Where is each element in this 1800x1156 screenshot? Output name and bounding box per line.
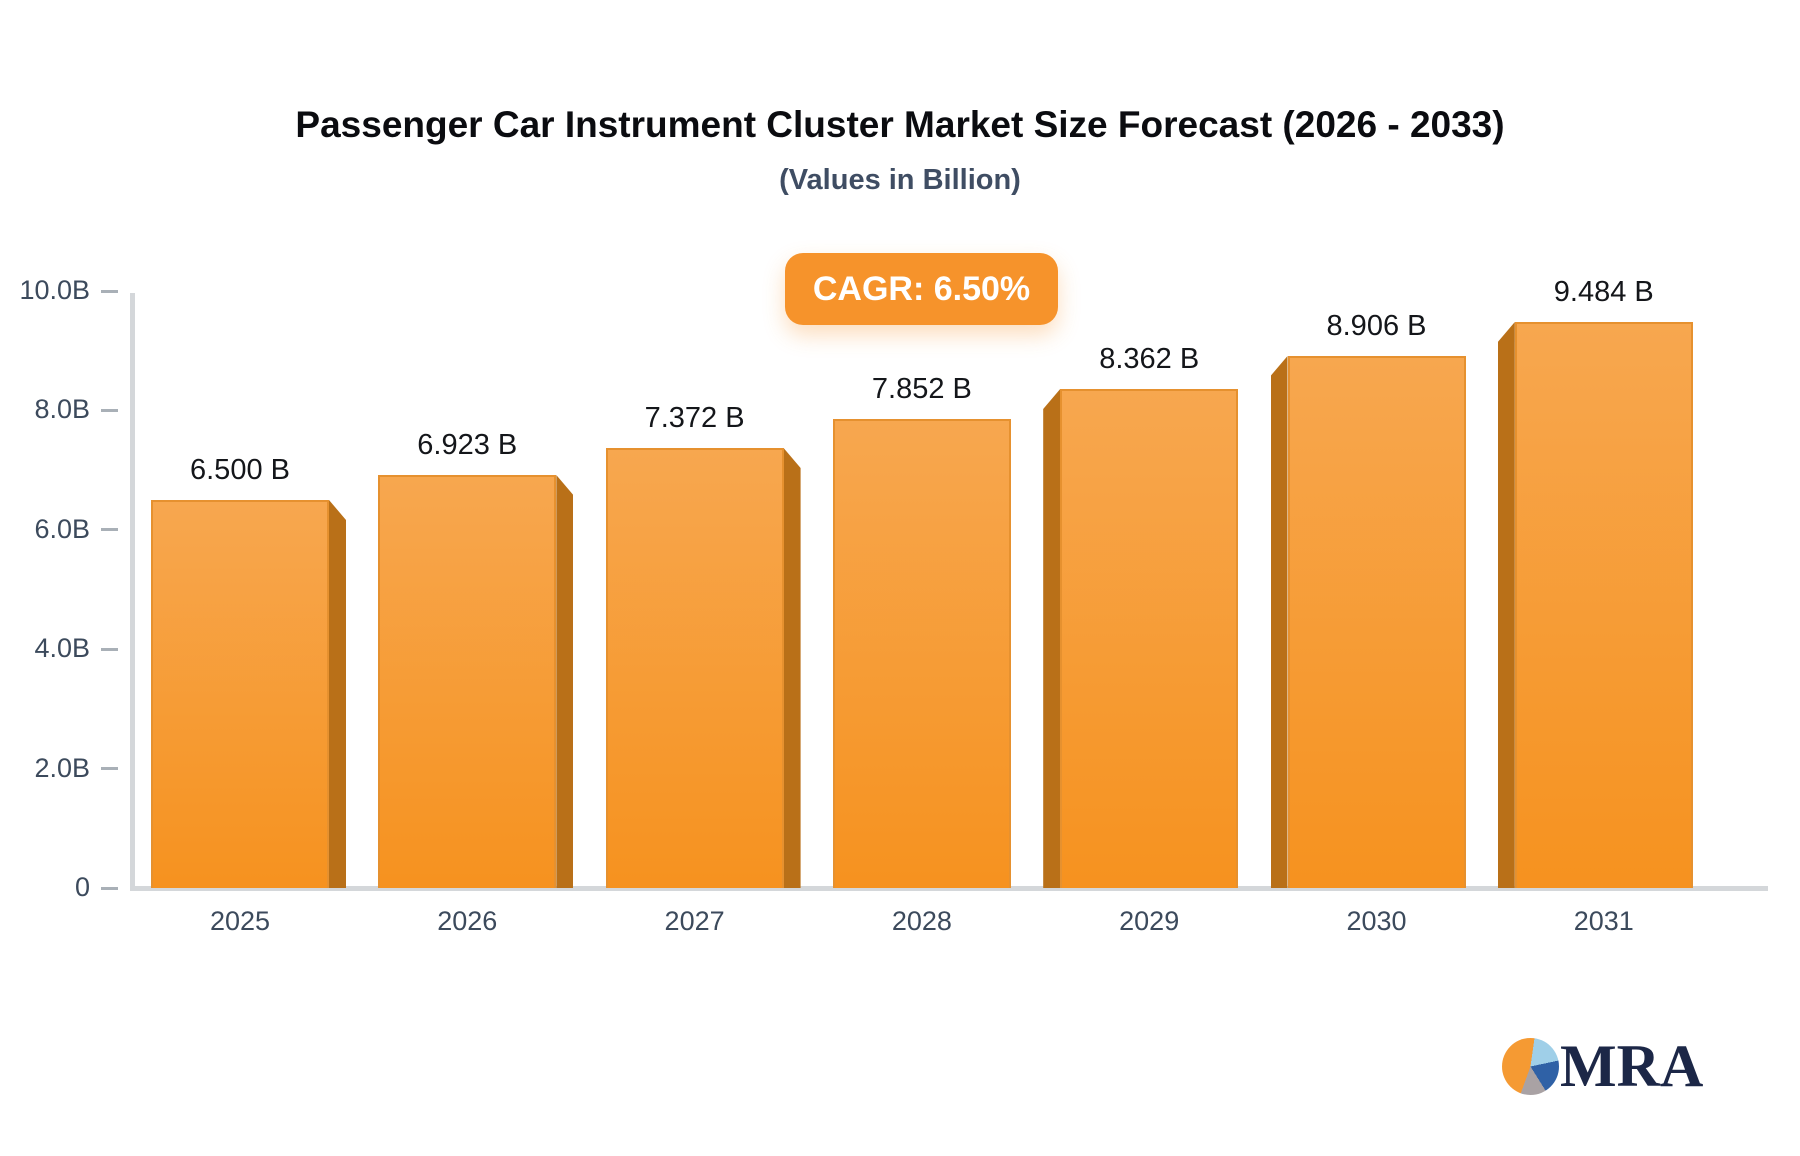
bar-side-face (329, 500, 346, 888)
bar-side-face (1043, 389, 1061, 888)
bar[interactable] (378, 475, 557, 888)
bar-value-label: 6.500 B (190, 454, 290, 486)
bar-value-label: 7.372 B (644, 402, 745, 434)
y-axis-tick-label: 8.0B (34, 394, 90, 425)
y-axis-tick (101, 528, 118, 532)
bar[interactable] (832, 419, 1011, 888)
bar-side-face (556, 475, 574, 888)
y-axis-line (130, 293, 135, 891)
y-axis-tick-label: 2.0B (34, 752, 90, 783)
x-axis-category-label: 2029 (1119, 906, 1180, 936)
y-axis-tick (101, 886, 118, 890)
x-axis-category-label: 2026 (437, 906, 498, 936)
cagr-badge: CAGR: 6.50% (785, 253, 1058, 325)
y-axis-tick (101, 647, 118, 651)
y-axis-tick-label: 10.0B (19, 275, 90, 305)
y-axis-tick (101, 408, 118, 412)
bar[interactable] (151, 500, 329, 888)
x-axis-category-label: 2028 (891, 906, 952, 936)
bar-side-face (1497, 322, 1515, 888)
y-axis-tick (101, 289, 118, 293)
y-axis-tick-label: 6.0B (34, 513, 90, 544)
bar[interactable] (1514, 322, 1693, 888)
bar-side-face (783, 448, 801, 888)
bar-side-face (1270, 356, 1288, 888)
y-axis-tick-label: 4.0B (34, 633, 90, 664)
chart-subtitle: (Values in Billion) (779, 164, 1021, 196)
logo-text: MRA (1560, 1033, 1704, 1099)
x-axis-category-label: 2030 (1346, 906, 1407, 936)
x-axis-line (130, 886, 1768, 891)
y-axis-tick-label: 0 (74, 872, 90, 902)
bar-value-label: 6.923 B (417, 429, 518, 461)
bar-value-label: 8.906 B (1326, 310, 1427, 342)
x-axis-category-label: 2027 (664, 906, 725, 936)
x-axis-category-label: 2031 (1573, 906, 1634, 936)
x-axis-category-label: 2025 (209, 906, 271, 936)
bar[interactable] (1060, 389, 1239, 888)
bar[interactable] (1287, 356, 1466, 888)
bar[interactable] (605, 448, 784, 888)
chart-title: Passenger Car Instrument Cluster Market … (295, 104, 1505, 145)
y-axis-tick (101, 767, 118, 771)
pie-chart-logo-icon (1502, 1038, 1559, 1095)
logo: MRA (1502, 1033, 1704, 1099)
bar-value-label: 8.362 B (1099, 343, 1200, 375)
bar-value-label: 7.852 B (871, 373, 972, 405)
bar-value-label: 9.484 B (1553, 276, 1654, 308)
